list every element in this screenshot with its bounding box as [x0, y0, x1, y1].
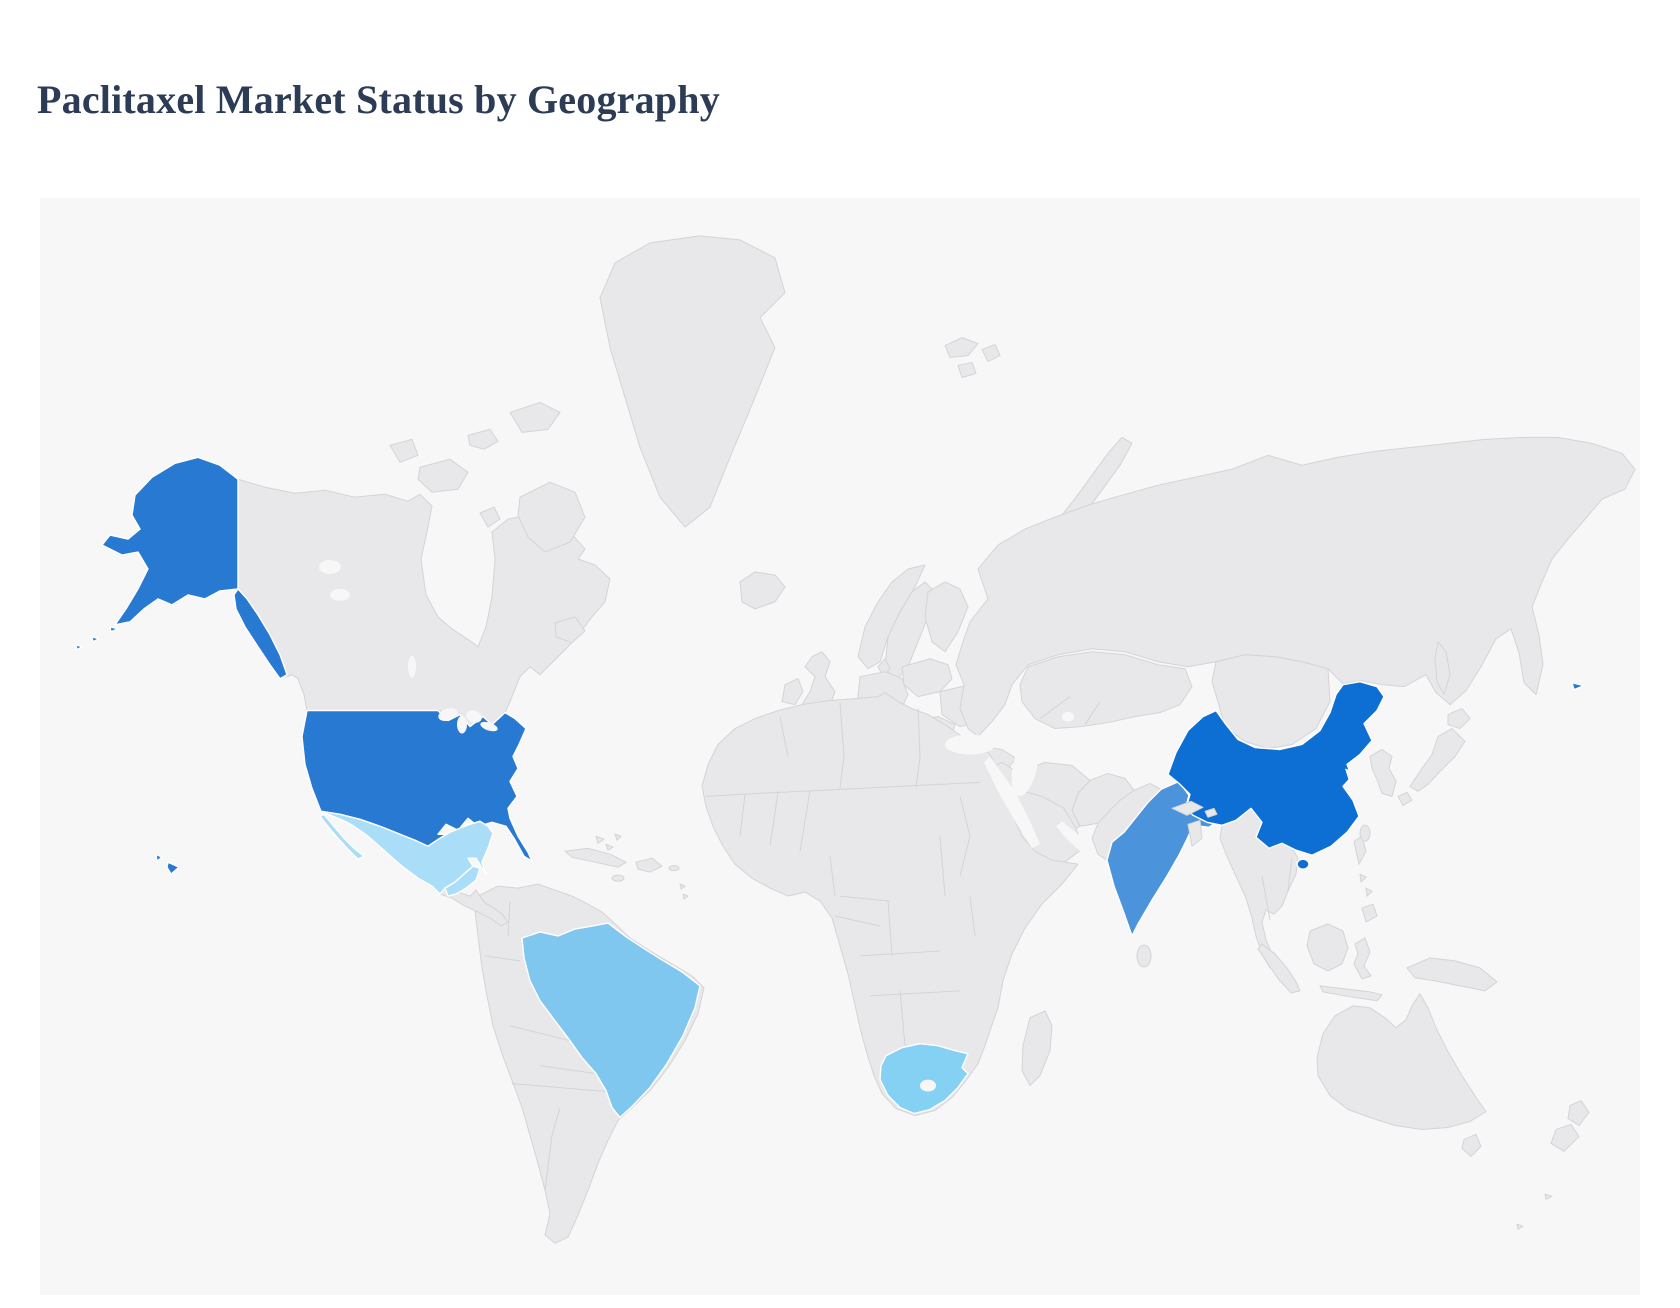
- country-indonesia-sulawesi[interactable]: [1353, 937, 1372, 980]
- country-bangladesh[interactable]: [1187, 819, 1203, 847]
- country-brazil[interactable]: [521, 922, 701, 1119]
- country-kazakhstan-central-asia[interactable]: [1019, 651, 1193, 730]
- country-russia-sakhalin[interactable]: [1434, 641, 1451, 696]
- country-indonesia-borneo[interactable]: [1306, 923, 1349, 972]
- lake-huron: [466, 710, 482, 723]
- country-cuba[interactable]: [564, 847, 627, 868]
- mexico-mainland[interactable]: [320, 810, 494, 895]
- caspian-sea: [1011, 737, 1039, 796]
- usa-alaska-panhandle[interactable]: [233, 588, 288, 680]
- country-papua-new-guinea[interactable]: [1406, 957, 1498, 992]
- internal-borders: [484, 696, 1293, 1191]
- world-choropleth-map[interactable]: [40, 198, 1640, 1295]
- country-canada-victoria-island[interactable]: [417, 458, 469, 493]
- bohai-notch: [1345, 768, 1357, 782]
- country-new-zealand[interactable]: [1550, 1100, 1590, 1152]
- great-slave-lake: [330, 588, 350, 601]
- country-madagascar[interactable]: [1021, 1010, 1053, 1087]
- country-australia-tasmania[interactable]: [1461, 1133, 1482, 1157]
- china-mainland[interactable]: [1167, 680, 1385, 856]
- country-puerto-rico[interactable]: [668, 865, 680, 872]
- islands-bahamas[interactable]: [595, 833, 622, 851]
- country-indonesia-sumatra[interactable]: [1257, 943, 1301, 994]
- country-nepal[interactable]: [1171, 800, 1204, 816]
- country-svalbard[interactable]: [944, 337, 1001, 379]
- overlay-countries: [920, 800, 1371, 1092]
- world-map-panel: [40, 198, 1640, 1295]
- country-canada-southampton-island[interactable]: [479, 506, 501, 528]
- country-china[interactable]: [1167, 680, 1385, 870]
- mexico-yucatan[interactable]: [444, 865, 481, 897]
- country-greenland[interactable]: [599, 235, 786, 528]
- country-canada-devon-island[interactable]: [467, 428, 499, 450]
- water-overlays: [319, 560, 1357, 852]
- country-finland[interactable]: [924, 581, 969, 653]
- country-canada[interactable]: [237, 478, 611, 728]
- mexico-baja-california[interactable]: [319, 813, 365, 860]
- country-ireland[interactable]: [781, 678, 804, 706]
- usa-hawaii[interactable]: [155, 853, 180, 875]
- country-philippines[interactable]: [1353, 835, 1378, 923]
- usa-alaska[interactable]: [101, 456, 239, 626]
- country-russia[interactable]: [955, 436, 1636, 738]
- country-canada-banks-island[interactable]: [389, 438, 419, 463]
- country-hispaniola[interactable]: [635, 857, 663, 873]
- usa-lower-48[interactable]: [301, 709, 533, 862]
- page-title: Paclitaxel Market Status by Geography: [37, 77, 720, 122]
- country-canada-ellesmere-island[interactable]: [509, 401, 561, 433]
- red-sea: [984, 756, 1040, 849]
- country-canada-newfoundland[interactable]: [554, 616, 586, 644]
- country-south-africa[interactable]: [879, 1042, 969, 1115]
- country-sri-lanka[interactable]: [1136, 944, 1152, 968]
- islands-lesser-antilles[interactable]: [679, 883, 689, 900]
- country-australia[interactable]: [1316, 993, 1487, 1130]
- lake-michigan: [457, 715, 467, 734]
- great-bear-lake: [319, 560, 341, 574]
- usa-aleutian-islands[interactable]: [75, 626, 119, 651]
- lake-winnipeg: [408, 655, 416, 678]
- country-mongolia[interactable]: [1211, 654, 1331, 749]
- country-canada-baffin-island[interactable]: [517, 481, 586, 553]
- persian-gulf: [1056, 821, 1088, 852]
- country-norway[interactable]: [857, 564, 926, 670]
- country-mexico[interactable]: [319, 810, 494, 897]
- lesotho-hole: [920, 1079, 936, 1092]
- china-hainan[interactable]: [1296, 858, 1310, 870]
- country-jamaica[interactable]: [611, 874, 625, 882]
- lake-superior: [438, 708, 458, 722]
- usa-far-aleutian-speck[interactable]: [1571, 681, 1585, 691]
- aral-sea: [1062, 711, 1074, 722]
- country-taiwan[interactable]: [1359, 824, 1371, 842]
- country-bhutan[interactable]: [1204, 807, 1218, 818]
- country-korea[interactable]: [1369, 748, 1397, 797]
- country-poland-baltics[interactable]: [901, 658, 953, 698]
- lake-erie-ontario: [480, 721, 498, 732]
- country-indonesia-java[interactable]: [1319, 985, 1383, 1002]
- region-africa[interactable]: [701, 692, 1079, 1116]
- islands-pacific[interactable]: [1516, 1193, 1553, 1230]
- region-central-america[interactable]: [439, 887, 509, 927]
- black-sea: [945, 734, 995, 755]
- country-iceland[interactable]: [739, 571, 786, 610]
- country-japan[interactable]: [1397, 708, 1471, 806]
